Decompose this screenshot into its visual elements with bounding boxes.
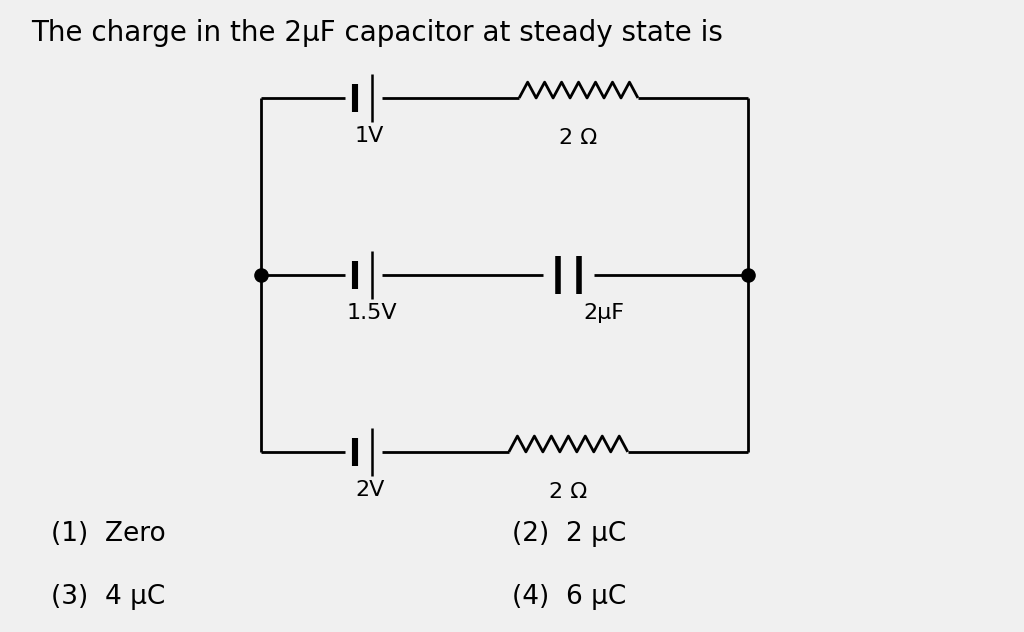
Text: (2)  2 μC: (2) 2 μC <box>512 521 627 547</box>
Text: 2 Ω: 2 Ω <box>559 128 598 149</box>
Text: 2 Ω: 2 Ω <box>549 482 588 502</box>
Point <box>739 270 756 280</box>
Text: 2V: 2V <box>355 480 384 501</box>
Text: 1V: 1V <box>355 126 384 147</box>
Text: 2μF: 2μF <box>584 303 625 324</box>
Text: (1)  Zero: (1) Zero <box>51 521 166 547</box>
Text: 1.5V: 1.5V <box>346 303 397 324</box>
Point <box>253 270 269 280</box>
Text: (3)  4 μC: (3) 4 μC <box>51 584 166 611</box>
Text: (4)  6 μC: (4) 6 μC <box>512 584 627 611</box>
Text: The charge in the 2μF capacitor at steady state is: The charge in the 2μF capacitor at stead… <box>31 19 723 47</box>
